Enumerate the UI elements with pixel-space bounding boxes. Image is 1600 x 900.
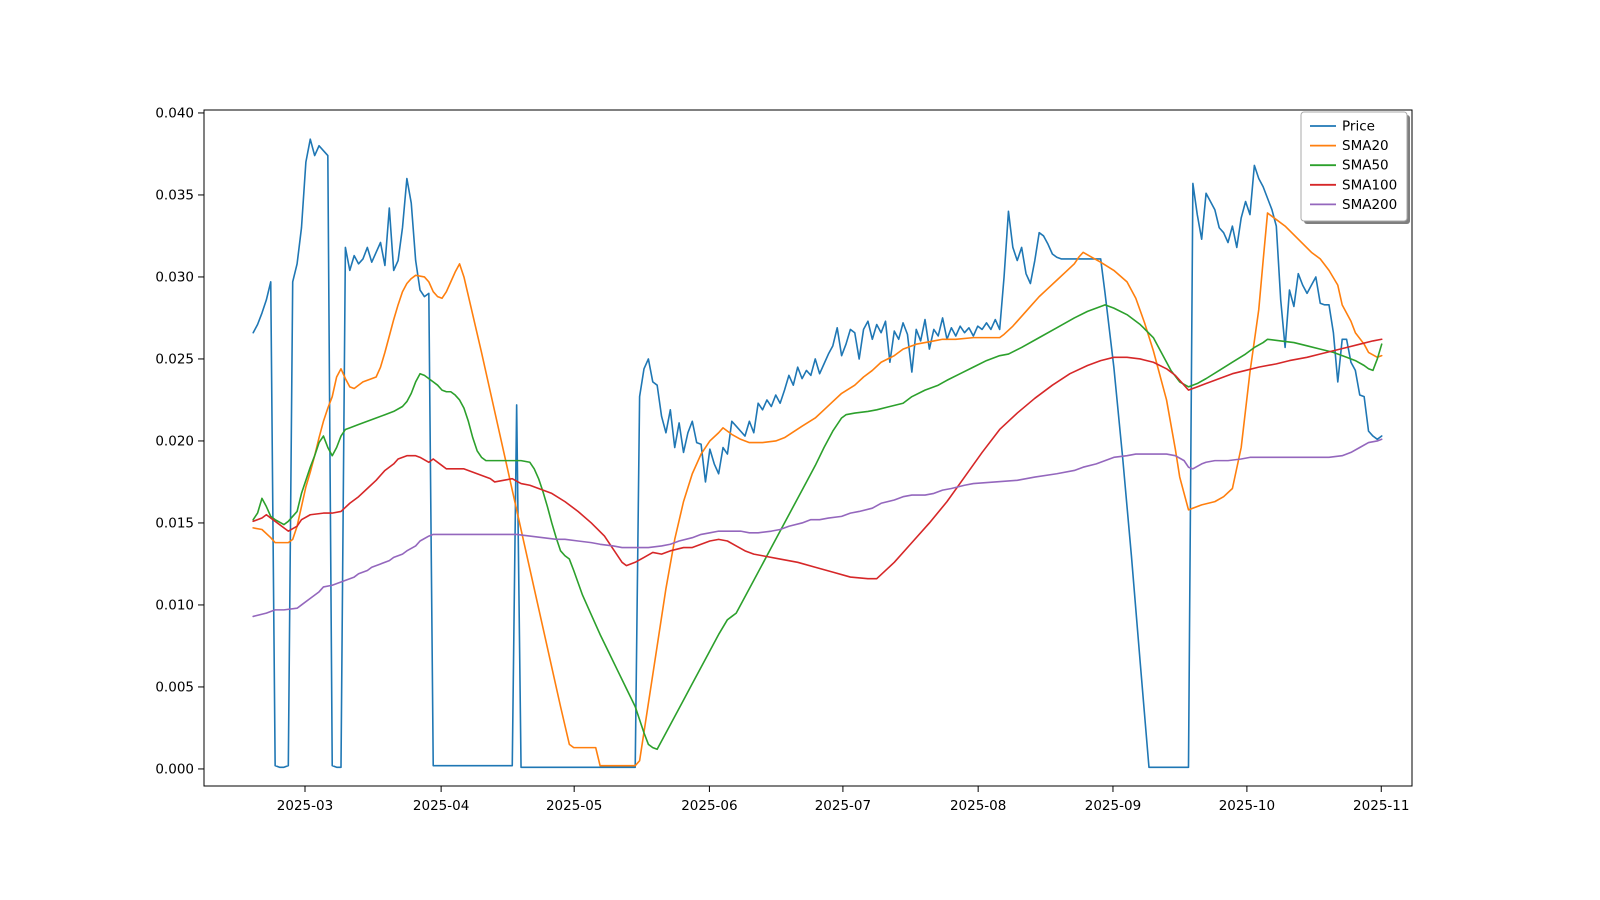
series-lines [252,138,1383,769]
y-tick-label: 0.030 [155,269,194,285]
legend-item-sma100: SMA100 [1310,177,1397,193]
legend-label: SMA200 [1342,197,1397,213]
axis-ticks: 0.000 0.005 0.010 0.015 0.020 0.025 0.030 0.035… [155,105,1409,814]
y-tick-label: 0.040 [155,105,194,121]
y-tick-label: 0.020 [155,433,194,449]
series-line-sma50 [252,304,1383,751]
series-line-sma200 [252,438,1383,618]
y-tick-label: 0.000 [155,761,194,777]
y-tick-label: 0.025 [155,351,194,367]
y-tick-label: 0.010 [155,597,194,613]
legend-item-sma20: SMA20 [1310,138,1389,154]
x-tick-label: 2025-04 [413,798,469,814]
legend-label: SMA20 [1342,138,1389,154]
x-tick-label: 2025-06 [681,798,737,814]
legend-label: Price [1342,119,1375,135]
legend-label: SMA50 [1342,158,1389,174]
legend-item-price: Price [1310,119,1375,135]
y-tick-label: 0.005 [155,679,194,695]
legend-box [1300,111,1408,222]
x-tick-label: 2025-05 [546,798,602,814]
legend-item-sma50: SMA50 [1310,158,1389,174]
x-tick-label: 2025-03 [277,798,333,814]
series-line-price [252,138,1383,769]
x-tick-label: 2025-09 [1085,798,1141,814]
series-line-sma20 [252,212,1383,767]
y-tick-label: 0.035 [155,187,194,203]
plot-border [203,109,1413,787]
legend-item-sma200: SMA200 [1310,197,1397,213]
series-line-sma100 [252,338,1383,580]
x-tick-label: 2025-08 [950,798,1006,814]
legend-label: SMA100 [1342,177,1397,193]
y-tick-label: 0.015 [155,515,194,531]
x-tick-label: 2025-07 [815,798,871,814]
x-tick-label: 2025-10 [1219,798,1275,814]
x-tick-label: 2025-11 [1353,798,1409,814]
legend: Price SMA20 SMA50 SMA100 SMA200 [1300,111,1410,224]
